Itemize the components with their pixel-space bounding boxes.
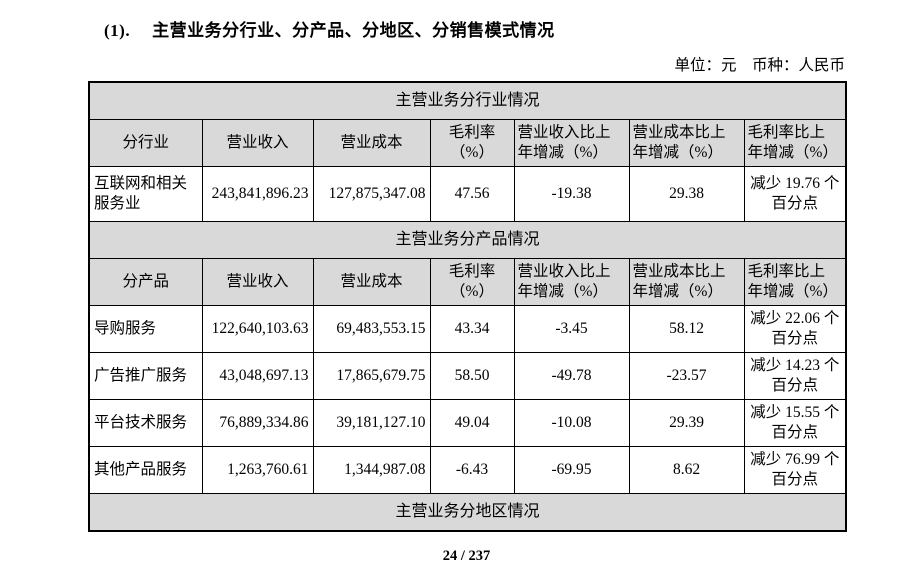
cell-revenue: 122,640,103.63	[201, 305, 314, 353]
col-header-revenue-yoy: 营业收入比上 年增减（%）	[513, 258, 630, 306]
table-row-product-other: 其他产品服务 1,263,760.61 1,344,987.08 -6.43 -…	[88, 446, 847, 494]
col-header-cost-yoy: 营业成本比上 年增减（%）	[628, 119, 745, 167]
document-page: (1). 主营业务分行业、分产品、分地区、分销售模式情况 单位：元 币种：人民币 …	[88, 16, 848, 565]
column-header-row-product: 分产品 营业收入 营业成本 毛利率 （%） 营业收入比上 年增减（%） 营业成本…	[88, 258, 847, 306]
cell-cost-yoy: 8.62	[628, 446, 745, 494]
col-header-revenue: 营业收入	[201, 119, 314, 167]
col-header-cost-yoy: 营业成本比上 年增减（%）	[628, 258, 745, 306]
cell-industry-name: 互联网和相关服务业	[88, 166, 203, 222]
table-row-product-ads: 广告推广服务 43,048,697.13 17,865,679.75 58.50…	[88, 352, 847, 400]
section-row-product: 主营业务分产品情况	[88, 221, 847, 259]
col-header-gross-margin: 毛利率 （%）	[429, 119, 515, 167]
section-row-region: 主营业务分地区情况	[88, 493, 847, 532]
cell-revenue: 243,841,896.23	[201, 166, 314, 222]
cell-cost-yoy: -23.57	[628, 352, 745, 400]
cell-margin-yoy: 减少 19.76 个百分点	[743, 166, 847, 222]
section-title-region: 主营业务分地区情况	[88, 493, 847, 532]
cell-cost: 1,344,987.08	[312, 446, 431, 494]
cell-product-name: 广告推广服务	[88, 352, 203, 400]
unit-note: 单位：元 币种：人民币	[674, 57, 845, 74]
cell-product-name: 平台技术服务	[88, 399, 203, 447]
col-header-product: 分产品	[88, 258, 203, 306]
section-row-industry: 主营业务分行业情况	[88, 81, 847, 120]
cell-revenue-yoy: -49.78	[513, 352, 630, 400]
table-row-product-guide: 导购服务 122,640,103.63 69,483,553.15 43.34 …	[88, 305, 847, 353]
cell-gross-margin: 43.34	[429, 305, 515, 353]
cell-cost-yoy: 29.38	[628, 166, 745, 222]
cell-margin-yoy: 减少 22.06 个百分点	[743, 305, 847, 353]
cell-cost: 17,865,679.75	[312, 352, 431, 400]
cell-margin-yoy: 减少 15.55 个百分点	[743, 399, 847, 447]
table-row-product-platform: 平台技术服务 76,889,334.86 39,181,127.10 49.04…	[88, 399, 847, 447]
section-heading: (1). 主营业务分行业、分产品、分地区、分销售模式情况	[104, 16, 845, 41]
col-header-gross-margin: 毛利率 （%）	[429, 258, 515, 306]
cell-margin-yoy: 减少 76.99 个百分点	[743, 446, 847, 494]
column-header-row-industry: 分行业 营业收入 营业成本 毛利率 （%） 营业收入比上 年增减（%） 营业成本…	[88, 119, 847, 167]
cell-cost-yoy: 29.39	[628, 399, 745, 447]
cell-cost: 127,875,347.08	[312, 166, 431, 222]
cell-gross-margin: -6.43	[429, 446, 515, 494]
col-header-margin-yoy: 毛利率比上 年增减（%）	[743, 258, 847, 306]
cell-revenue: 43,048,697.13	[201, 352, 314, 400]
cell-cost: 39,181,127.10	[312, 399, 431, 447]
cell-revenue: 1,263,760.61	[201, 446, 314, 494]
cell-product-name: 其他产品服务	[88, 446, 203, 494]
cell-product-name: 导购服务	[88, 305, 203, 353]
cell-gross-margin: 47.56	[429, 166, 515, 222]
cell-gross-margin: 58.50	[429, 352, 515, 400]
col-header-cost: 营业成本	[312, 119, 431, 167]
col-header-revenue: 营业收入	[201, 258, 314, 306]
cell-margin-yoy: 减少 14.23 个百分点	[743, 352, 847, 400]
col-header-industry: 分行业	[88, 119, 203, 167]
cell-revenue-yoy: -3.45	[513, 305, 630, 353]
section-title-product: 主营业务分产品情况	[88, 221, 847, 259]
cell-gross-margin: 49.04	[429, 399, 515, 447]
main-business-table: 主营业务分行业情况 分行业 营业收入 营业成本 毛利率 （%） 营业收入比上 年…	[88, 81, 848, 532]
page-footer: 24 / 237	[442, 548, 491, 564]
section-title-industry: 主营业务分行业情况	[88, 81, 847, 120]
cell-cost: 69,483,553.15	[312, 305, 431, 353]
cell-revenue-yoy: -69.95	[513, 446, 630, 494]
cell-cost-yoy: 58.12	[628, 305, 745, 353]
col-header-cost: 营业成本	[312, 258, 431, 306]
cell-revenue: 76,889,334.86	[201, 399, 314, 447]
heading-title: 主营业务分行业、分产品、分地区、分销售模式情况	[152, 21, 555, 40]
table-row-industry-internet: 互联网和相关服务业 243,841,896.23 127,875,347.08 …	[88, 166, 847, 222]
col-header-revenue-yoy: 营业收入比上 年增减（%）	[513, 119, 630, 167]
col-header-margin-yoy: 毛利率比上 年增减（%）	[743, 119, 847, 167]
heading-index: (1).	[104, 21, 131, 40]
cell-revenue-yoy: -10.08	[513, 399, 630, 447]
cell-revenue-yoy: -19.38	[513, 166, 630, 222]
